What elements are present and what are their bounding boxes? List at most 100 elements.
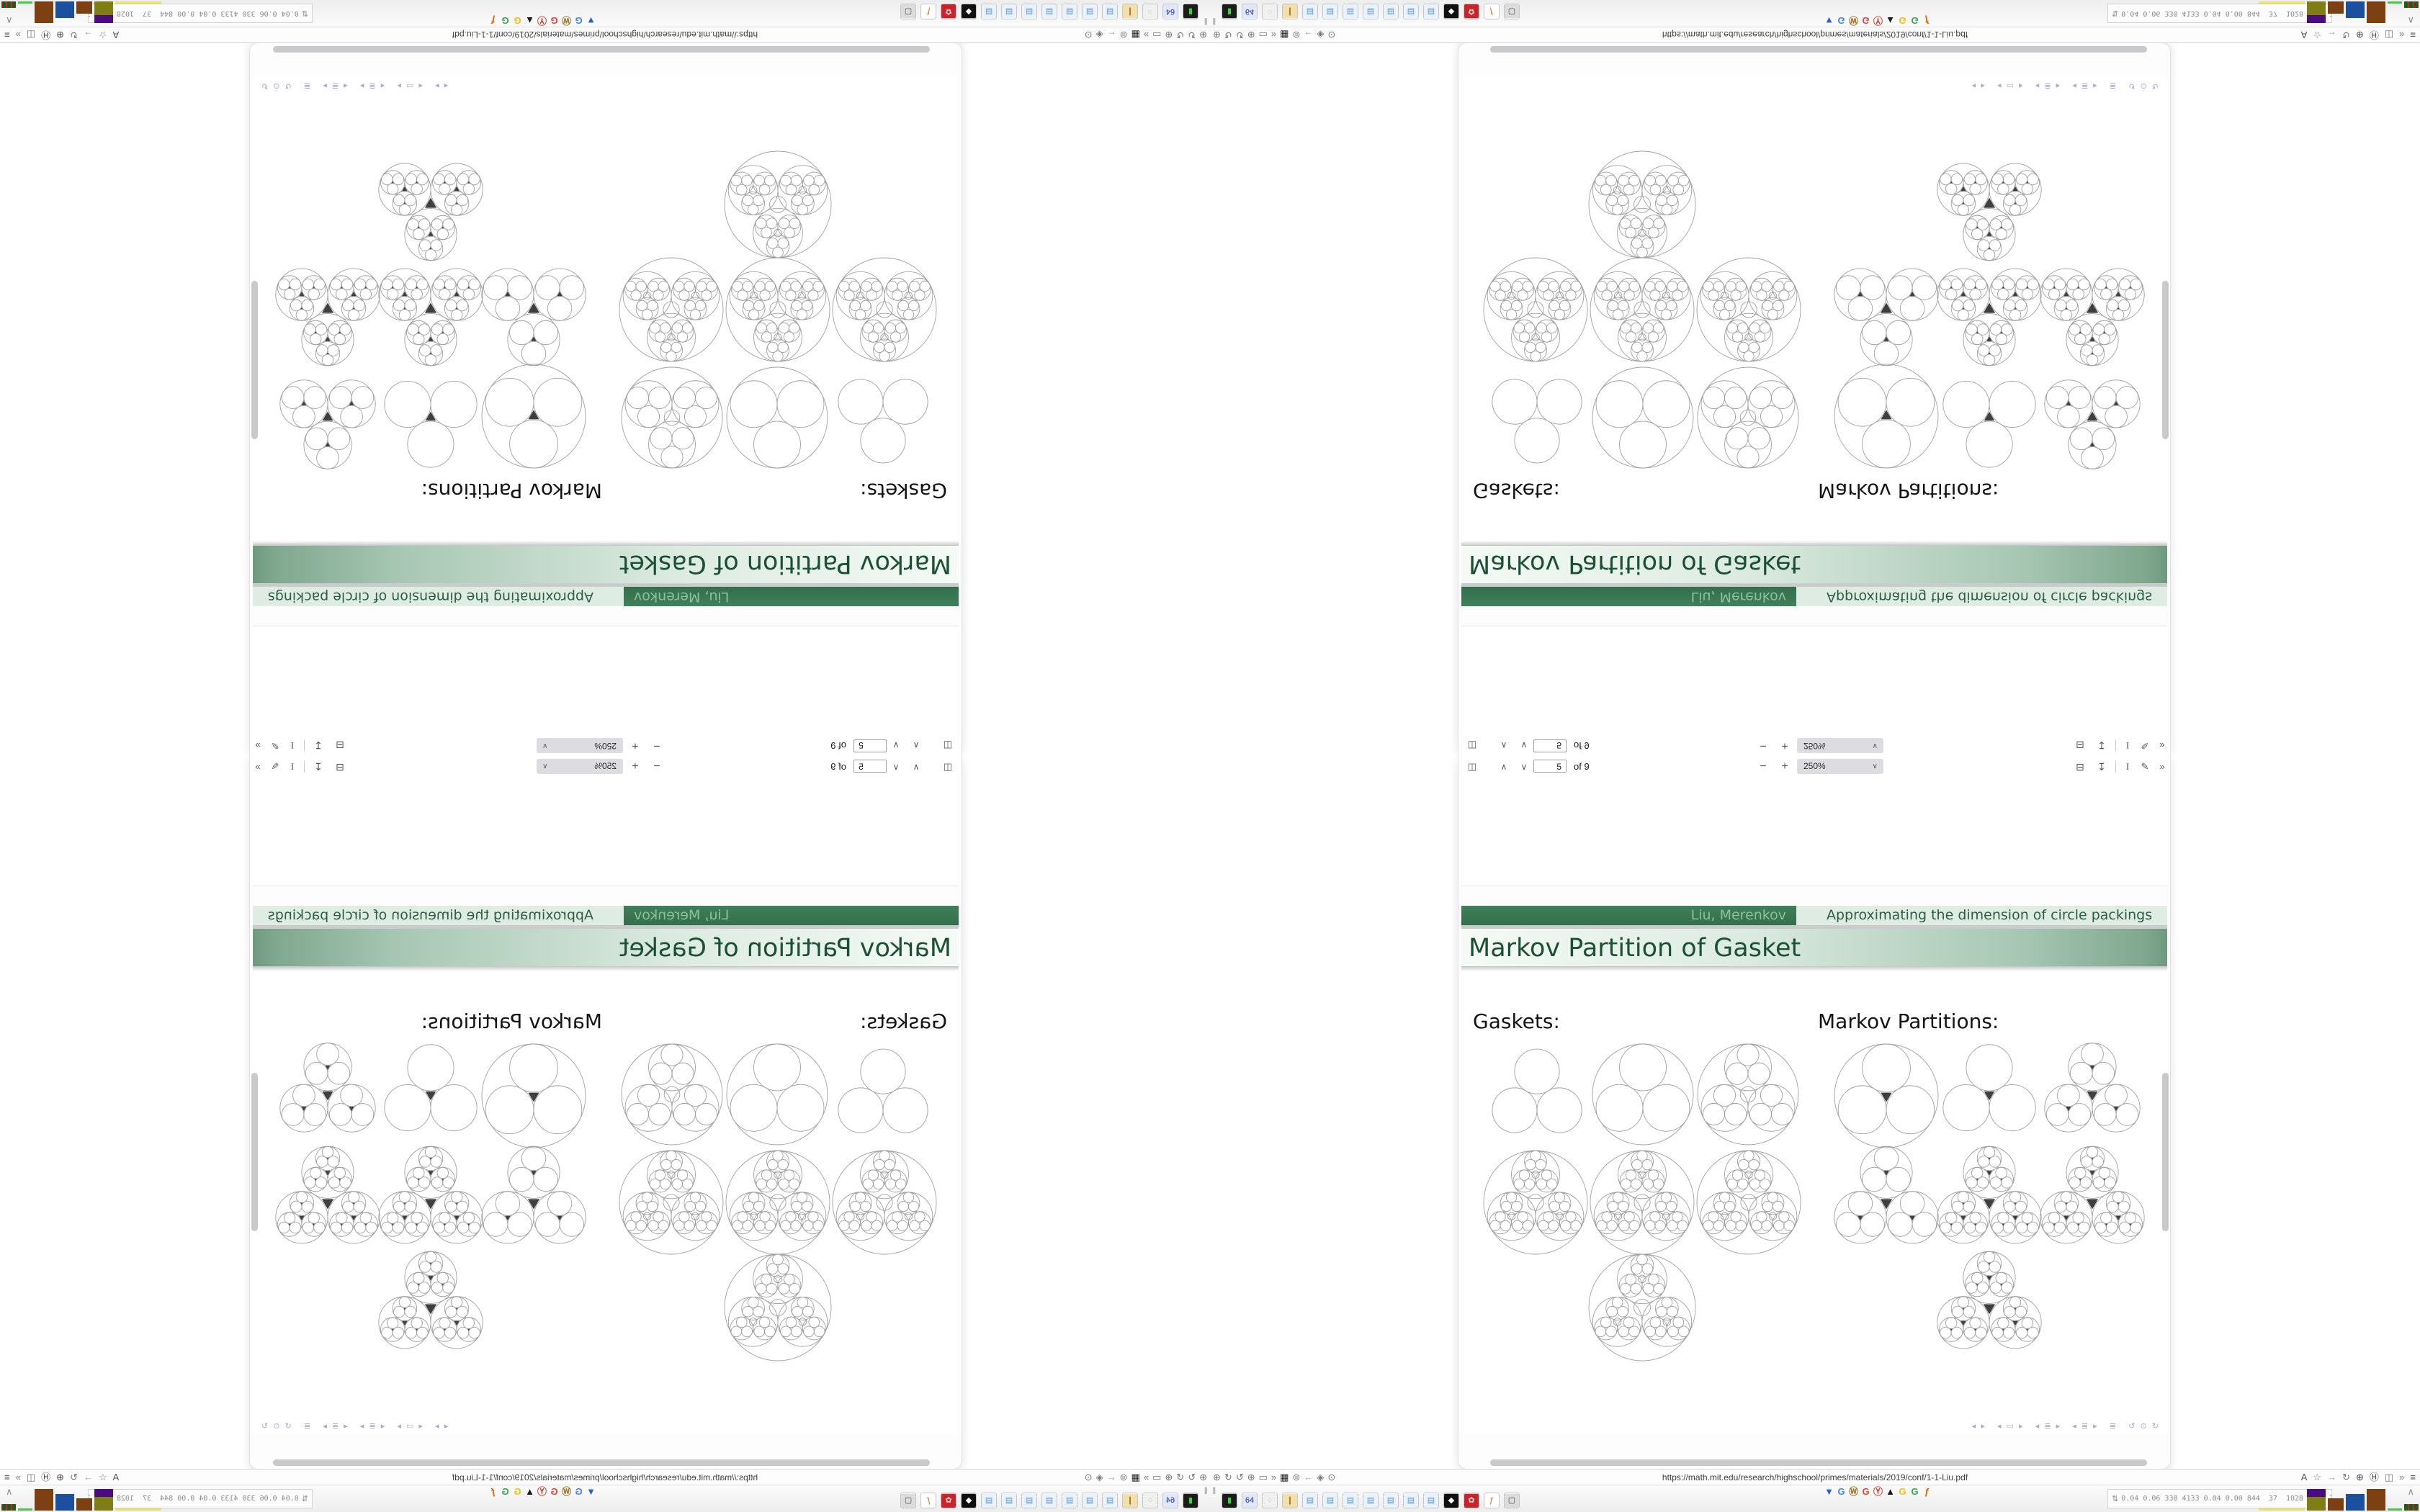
share-icon[interactable]: ◫ xyxy=(26,30,36,40)
favicon-google-red[interactable]: G xyxy=(1862,15,1870,26)
folder-icon[interactable]: ▭ xyxy=(1152,1472,1162,1482)
overflow-chevrons-icon[interactable]: » xyxy=(15,1472,21,1482)
launcher-notepad-4[interactable]: ▤ xyxy=(1363,1493,1379,1508)
zoom-in-button[interactable]: + xyxy=(1781,739,1788,752)
globe-icon[interactable]: ⊕ xyxy=(1213,1472,1221,1482)
overflow-chevrons-icon[interactable]: » xyxy=(2399,1472,2405,1482)
previous-page-button[interactable]: ∧ xyxy=(913,740,920,750)
launcher-notepad-3[interactable]: ▤ xyxy=(1343,4,1358,19)
launcher-notepad-5[interactable]: ▤ xyxy=(1383,1493,1399,1508)
url-text[interactable]: https://math.mit.edu/research/highschool… xyxy=(452,30,758,40)
favicon-w-badge[interactable]: Ⓦ xyxy=(1848,1486,1858,1497)
folder-icon[interactable]: ▭ xyxy=(1258,30,1268,40)
favicon-google-green[interactable]: G xyxy=(1911,1486,1919,1497)
launcher-notepad-3[interactable]: ▤ xyxy=(1062,1493,1077,1508)
favicon-y-badge[interactable]: Ⓨ xyxy=(1873,15,1883,26)
favicon-google-blue[interactable]: G xyxy=(575,15,583,26)
launcher-notepad-2[interactable]: ▤ xyxy=(1082,4,1098,19)
launcher-notepad-6[interactable]: ▤ xyxy=(1403,1493,1419,1508)
forward-arrow-icon[interactable]: → xyxy=(83,1472,93,1482)
beamer-navigation-symbols[interactable]: ◂ ▸ ◂ ▭ ▸ ◂ ≣ ▸ ◂ ≣ ▸ ≣ ↺ ⊙ ↻ xyxy=(260,81,449,90)
launcher-notepad-4[interactable]: ▤ xyxy=(1041,1493,1057,1508)
launcher-notepad-7[interactable]: ▤ xyxy=(981,4,997,19)
favicon-y-badge[interactable]: Ⓨ xyxy=(1873,1486,1883,1497)
text-tool-button[interactable]: I xyxy=(2125,740,2130,751)
favicon-google-yellow[interactable]: G xyxy=(514,1486,521,1497)
horizontal-scrollbar[interactable] xyxy=(1490,46,2147,53)
reload-icon[interactable]: ↻ xyxy=(1224,1472,1232,1482)
launcher-monitor[interactable]: ▢ xyxy=(900,1493,916,1508)
launcher-notepad-7[interactable]: ▤ xyxy=(981,1493,997,1508)
trash-icon[interactable]: ▦ xyxy=(1131,30,1140,40)
panel-handle[interactable]: ‖ xyxy=(1212,16,1216,27)
reload-icon[interactable]: ↻ xyxy=(70,1472,78,1482)
more-tools-button[interactable]: » xyxy=(255,740,261,751)
globe-icon[interactable]: ⊕ xyxy=(1213,30,1221,40)
launcher-notepad-1[interactable]: ▤ xyxy=(1102,4,1118,19)
text-tool-button[interactable]: I xyxy=(290,761,295,772)
launcher-cow[interactable]: ◆ xyxy=(1443,4,1459,19)
draw-tool-button[interactable]: ✎ xyxy=(2141,740,2149,751)
launcher-monitor[interactable]: ▢ xyxy=(1504,1493,1520,1508)
sidebar-toggle-icon[interactable]: ◫ xyxy=(943,761,953,772)
history-icon[interactable]: ↺ xyxy=(1176,1472,1185,1482)
h-badge-icon[interactable]: Ⓗ xyxy=(2369,30,2379,40)
horizontal-scrollbar[interactable] xyxy=(273,1459,930,1466)
overflow-chevrons-icon[interactable]: » xyxy=(1270,1472,1277,1482)
beamer-navigation-symbols[interactable]: ◂ ▸ ◂ ▭ ▸ ◂ ≣ ▸ ◂ ≣ ▸ ≣ ↺ ⊙ ↻ xyxy=(1971,81,2160,90)
folder-icon[interactable]: ▭ xyxy=(1152,30,1162,40)
lock-icon[interactable]: ⊙ xyxy=(1084,30,1093,40)
lock-icon[interactable]: ⊙ xyxy=(1327,30,1336,40)
previous-page-button[interactable]: ∧ xyxy=(1500,740,1507,750)
favicon-firefox[interactable]: ƒ xyxy=(490,15,496,26)
favicon-y-badge[interactable]: Ⓨ xyxy=(537,1486,547,1497)
trash-icon[interactable]: ▦ xyxy=(1280,1472,1289,1482)
launcher-notepad-4[interactable]: ▤ xyxy=(1041,4,1057,19)
next-page-button[interactable]: ∨ xyxy=(1520,740,1528,750)
panel-handle[interactable]: ‖ xyxy=(1212,1485,1216,1496)
more-tools-button[interactable]: » xyxy=(2159,761,2165,772)
favicon-mountain[interactable]: ▲ xyxy=(525,15,534,26)
bookmark-star-icon[interactable]: ☆ xyxy=(2313,1472,2322,1482)
globe2-icon[interactable]: ⊕ xyxy=(1165,1472,1173,1482)
launcher-floppy64[interactable]: 64 xyxy=(1242,4,1258,19)
toggle-off-icon[interactable]: ⊜ xyxy=(1292,30,1301,40)
zoom-select[interactable]: 250% ∨ xyxy=(1797,759,1883,774)
h-badge-icon[interactable]: Ⓗ xyxy=(41,30,51,40)
reload-icon[interactable]: ↻ xyxy=(2342,1472,2350,1482)
launcher-folder[interactable]: ❙ xyxy=(1122,4,1138,19)
url-text[interactable]: https://math.mit.edu/research/highschool… xyxy=(452,1472,758,1482)
launcher-notepad-4[interactable]: ▤ xyxy=(1363,4,1379,19)
horizontal-scrollbar[interactable] xyxy=(1490,1459,2147,1466)
toggle-off-icon[interactable]: ⊜ xyxy=(1119,30,1128,40)
save-button[interactable]: ↧ xyxy=(314,739,323,751)
draw-tool-button[interactable]: ✎ xyxy=(271,740,279,751)
reload-icon[interactable]: ↻ xyxy=(1188,1472,1196,1482)
globe2-icon[interactable]: ⊕ xyxy=(1165,30,1173,40)
favicon-google-yellow[interactable]: G xyxy=(514,15,521,26)
favicon-google-green[interactable]: G xyxy=(1911,15,1919,26)
reload-icon[interactable]: ↻ xyxy=(1188,30,1196,40)
favicon-google-green[interactable]: G xyxy=(501,1486,509,1497)
globe2-icon[interactable]: ⊕ xyxy=(1247,1472,1255,1482)
draw-tool-button[interactable]: ✎ xyxy=(2141,761,2149,772)
horizontal-scrollbar[interactable] xyxy=(273,46,930,53)
favicon-firefox[interactable]: ƒ xyxy=(1924,15,1930,26)
launcher-red-badge[interactable]: ✿ xyxy=(1464,1493,1479,1508)
sidebar-toggle-icon[interactable]: ◫ xyxy=(943,740,953,751)
save-button[interactable]: ↧ xyxy=(314,761,323,773)
menu-icon[interactable]: ≡ xyxy=(4,1472,10,1482)
vertical-scrollbar[interactable] xyxy=(2162,1073,2169,1231)
launcher-terminal[interactable]: ▮ xyxy=(1183,4,1198,19)
page-number-input[interactable]: 5 xyxy=(853,739,887,752)
back-arrow-icon[interactable]: ← xyxy=(1304,30,1314,40)
favicon-google-green[interactable]: G xyxy=(501,15,509,26)
page-number-input[interactable]: 5 xyxy=(1533,760,1567,773)
launcher-red-badge[interactable]: ✿ xyxy=(1464,4,1479,19)
launcher-notepad-2[interactable]: ▤ xyxy=(1322,1493,1338,1508)
url-text[interactable]: https://math.mit.edu/research/highschool… xyxy=(1662,30,1968,40)
launcher-notepad-5[interactable]: ▤ xyxy=(1383,4,1399,19)
zoom-select[interactable]: 250% ∨ xyxy=(1797,738,1883,753)
history-icon[interactable]: ↺ xyxy=(1235,1472,1244,1482)
favicon-v[interactable]: ▼ xyxy=(1824,15,1834,26)
